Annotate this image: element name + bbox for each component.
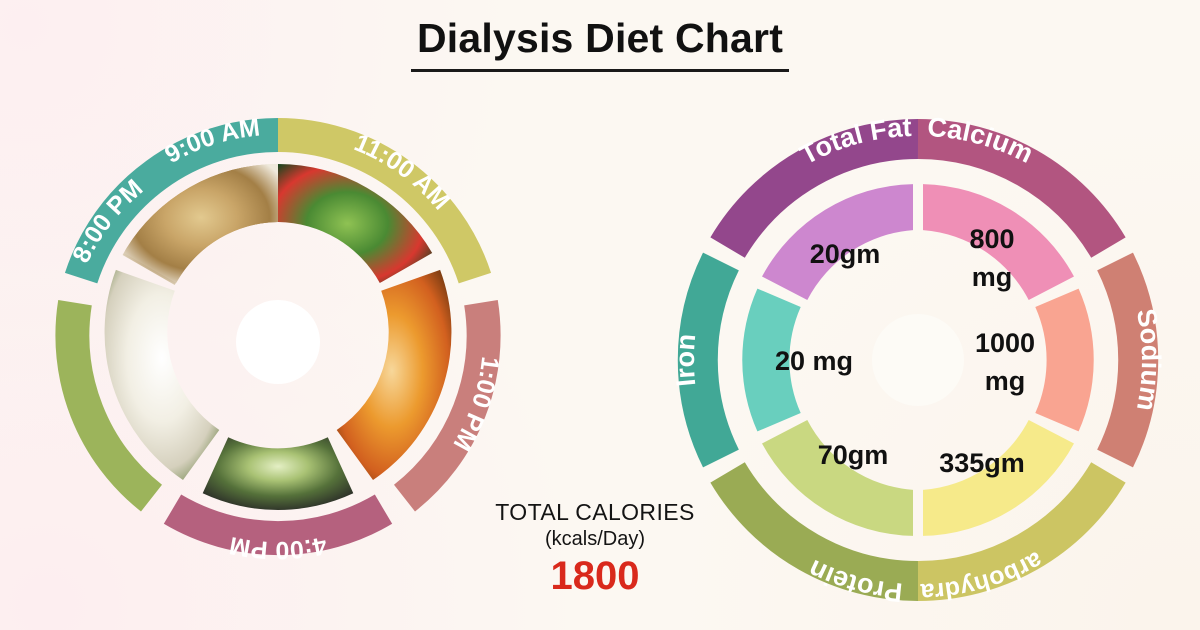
nutrient-arc-total-fat[interactable]: [710, 118, 919, 259]
nutrient-outer-ring: [677, 118, 1159, 602]
nutrient-value-total-fat: 20gm: [810, 239, 881, 269]
meal-photo-sector-1100am[interactable]: [278, 164, 433, 283]
nutrient-wheel-hub: [872, 314, 964, 406]
nutrient-wedge-carbohydrate[interactable]: [923, 420, 1074, 536]
meal-photo-sector-0800pm[interactable]: [104, 269, 220, 480]
nutrient-label-iron: Iron: [670, 333, 701, 388]
nutrient-label-sodium: Sodium: [1131, 306, 1166, 413]
nutrient-value-carbohydrate: 335gm: [939, 448, 1025, 478]
meal-arc-0800pm[interactable]: [55, 299, 163, 512]
total-calories-block: TOTAL CALORIES (kcals/Day) 1800: [460, 499, 730, 599]
nutrient-value-sodium-num: 1000: [975, 328, 1035, 358]
nutrient-value-calcium-num: 800: [969, 224, 1014, 254]
nutrient-wheel[interactable]: Total Fat Calcium Sodium Carbohydrate Pr…: [648, 100, 1188, 620]
meal-arc-1100am[interactable]: [277, 118, 492, 284]
nutrient-arc-protein[interactable]: [710, 461, 919, 602]
nutrient-wedge-calcium[interactable]: [923, 184, 1074, 300]
meal-arc-0100pm[interactable]: [393, 299, 501, 512]
total-calories-unit: (kcals/Day): [544, 527, 645, 550]
meal-arc-0400pm[interactable]: [163, 494, 393, 555]
nutrient-arc-calcium[interactable]: [917, 118, 1126, 259]
meal-schedule-wheel[interactable]: 9:00 AM 11:00 AM 1:00 PM 4:00 PM 8:00 PM: [28, 92, 528, 592]
nutrient-value-sodium-unit: mg: [985, 366, 1026, 396]
nutrient-inner-wedges[interactable]: [742, 184, 1094, 536]
nutrient-value-calcium-unit: mg: [972, 262, 1013, 292]
meal-label-0400pm: 4:00 PM: [227, 531, 329, 564]
meal-photo-sector-0400pm[interactable]: [202, 437, 354, 511]
nutrient-wedge-iron[interactable]: [742, 288, 801, 432]
meal-photo-sector-0100pm[interactable]: [336, 269, 452, 480]
total-calories-value: 1800: [550, 553, 640, 598]
nutrient-value-protein: 70gm: [818, 440, 889, 470]
nutrient-wedge-total-fat[interactable]: [762, 184, 913, 300]
nutrient-wedge-protein[interactable]: [762, 420, 913, 536]
meal-wheel-hub: [236, 300, 320, 384]
total-calories-label: TOTAL CALORIES: [495, 499, 695, 525]
meal-photo-sector-0900am[interactable]: [123, 164, 278, 283]
nutrient-arc-sodium[interactable]: [1097, 252, 1159, 468]
page-title: Dialysis Diet Chart: [410, 14, 790, 73]
title-block: Dialysis Diet Chart: [0, 14, 1200, 73]
meal-photo-sectors[interactable]: [104, 164, 452, 511]
meal-outer-ring: [55, 118, 501, 555]
meal-inner-photos: [104, 163, 452, 511]
nutrient-value-iron: 20 mg: [775, 346, 853, 376]
nutrient-wedge-sodium[interactable]: [1035, 288, 1094, 432]
meal-arc-0900am[interactable]: [64, 118, 279, 284]
nutrient-arc-iron[interactable]: [677, 252, 739, 468]
nutrient-arc-carbohydrate[interactable]: [917, 461, 1126, 602]
